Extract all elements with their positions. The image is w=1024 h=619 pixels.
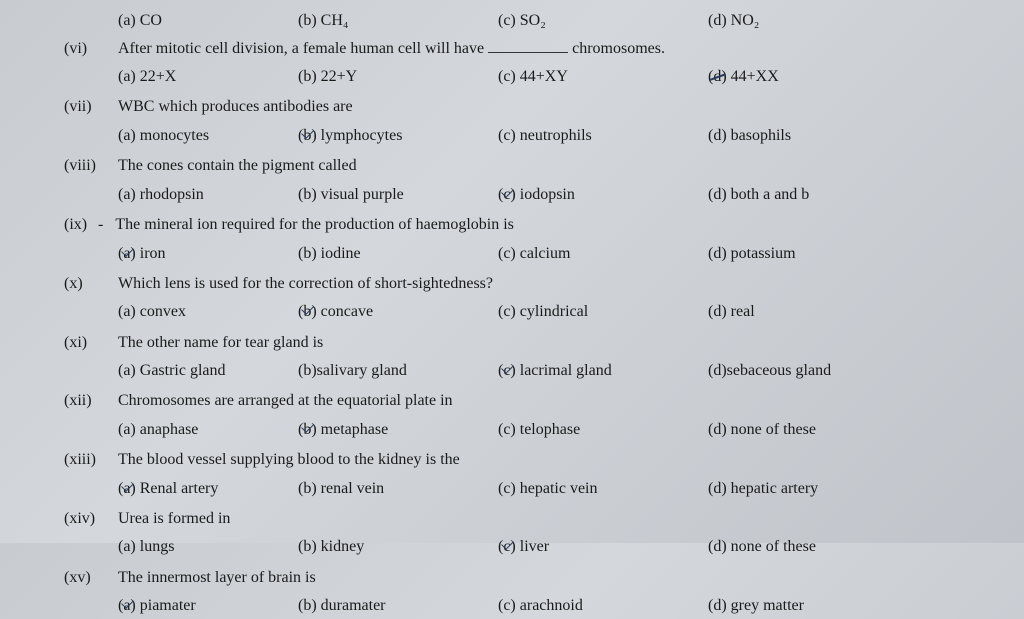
question-text: - The mineral ion required for the produ… (118, 212, 1000, 238)
tick-mark: (b) metaphase (298, 421, 388, 438)
option-d: (d) both a and b (708, 181, 908, 208)
option-c: (c) hepatic vein (498, 475, 708, 502)
option-b: (b) lymphocytes (298, 122, 498, 149)
option-b: (b) duramater (298, 592, 498, 619)
partial-top-options: (a) CO (b) CH₄ (c) SO₂ (d) NO₂ (118, 8, 1000, 34)
question-row: (xii)Chromosomes are arranged at the equ… (60, 388, 1000, 414)
option-d: (d) grey matter (708, 592, 908, 619)
option-c: (c) iodopsin (498, 181, 708, 208)
tick-mark: (a) piamater (118, 597, 196, 614)
question-number: (vi) (60, 36, 118, 62)
question-number: (ix) (60, 212, 118, 238)
option-d: (d) real (708, 298, 908, 325)
options-row: (a) convex(b) concave (c) cylindrical(d) … (118, 298, 1000, 325)
partial-opt-a: (a) CO (118, 8, 298, 34)
option-d: (d)sebaceous gland (708, 357, 908, 384)
partial-opt-d: (d) NO₂ (708, 8, 908, 34)
question-row: (xiii)The blood vessel supplying blood t… (60, 447, 1000, 473)
options-row: (a) anaphase(b) metaphase (c) telophase(d… (118, 416, 1000, 443)
question-number: (x) (60, 271, 118, 297)
question-number: (xi) (60, 330, 118, 356)
option-b: (b) 22+Y (298, 63, 498, 90)
option-b: (b) renal vein (298, 475, 498, 502)
question-number: (xii) (60, 388, 118, 414)
option-c: (c) cylindrical (498, 298, 708, 325)
option-b: (b) metaphase (298, 416, 498, 443)
question-number: (viii) (60, 153, 118, 179)
option-a: (a) anaphase (118, 416, 298, 443)
question-number: (vii) (60, 94, 118, 120)
question-text: Chromosomes are arranged at the equatori… (118, 388, 1000, 414)
tick-mark: (c) iodopsin (498, 186, 575, 203)
question-text: WBC which produces antibodies are (118, 94, 1000, 120)
question-row: (xiv)Urea is formed in (60, 506, 1000, 532)
options-row: (a) piamater (b) duramater(c) arachnoid(d… (118, 592, 1000, 619)
option-a: (a) Renal artery (118, 475, 298, 502)
option-c: (c) telophase (498, 416, 708, 443)
tick-mark: (c) lacrimal gland (498, 362, 612, 379)
option-d: (d) basophils (708, 122, 908, 149)
option-d: (d) none of these (708, 416, 908, 443)
option-c: (c) calcium (498, 240, 708, 267)
option-c: (c) lacrimal gland (498, 357, 708, 384)
option-a: (a) lungs (118, 533, 298, 560)
question-text: The cones contain the pigment called (118, 153, 1000, 179)
option-a: (a) 22+X (118, 63, 298, 90)
question-number: (xiv) (60, 506, 118, 532)
options-row: (a) monocytes(b) lymphocytes (c) neutroph… (118, 122, 1000, 149)
question-text: The innermost layer of brain is (118, 565, 1000, 591)
option-b: (b) kidney (298, 533, 498, 560)
option-c: (c) 44+XY (498, 63, 708, 90)
options-row: (a) iron (b) iodine(c) calcium(d) potassi… (118, 240, 1000, 267)
option-c: (c) neutrophils (498, 122, 708, 149)
partial-opt-b: (b) CH₄ (298, 8, 498, 34)
option-b: (b) concave (298, 298, 498, 325)
option-d: (d) hepatic artery (708, 475, 908, 502)
option-a: (a) convex (118, 298, 298, 325)
question-text: Urea is formed in (118, 506, 1000, 532)
tick-mark: (c) liver (498, 538, 549, 555)
question-row: (xi)The other name for tear gland is (60, 330, 1000, 356)
tick-mark: (a) Renal artery (118, 480, 218, 497)
options-row: (a) 22+X(b) 22+Y(c) 44+XY(d) 44+XX (118, 63, 1000, 90)
question-text: The blood vessel supplying blood to the … (118, 447, 1000, 473)
option-c: (c) liver (498, 533, 708, 560)
option-a: (a) monocytes (118, 122, 298, 149)
blank-line (488, 52, 568, 53)
question-text: Which lens is used for the correction of… (118, 271, 1000, 297)
option-b: (b) visual purple (298, 181, 498, 208)
option-d: (d) none of these (708, 533, 908, 560)
option-d: (d) potassium (708, 240, 908, 267)
question-row: (vii)WBC which produces antibodies are (60, 94, 1000, 120)
question-number: (xv) (60, 565, 118, 591)
option-b: (b) iodine (298, 240, 498, 267)
question-row: (vi)After mitotic cell division, a femal… (60, 36, 1000, 62)
option-c: (c) arachnoid (498, 592, 708, 619)
question-row: (x)Which lens is used for the correction… (60, 271, 1000, 297)
options-row: (a) Renal artery (b) renal vein(c) hepati… (118, 475, 1000, 502)
tick-mark: (b) concave (298, 303, 373, 320)
partial-opt-c: (c) SO₂ (498, 8, 708, 34)
option-b: (b)salivary gland (298, 357, 498, 384)
options-row: (a) lungs(b) kidney(c) liver (d) none of … (118, 533, 1000, 560)
question-text: After mitotic cell division, a female hu… (118, 36, 1000, 62)
options-row: (a) Gastric gland(b)salivary gland(c) la… (118, 357, 1000, 384)
question-number: (xiii) (60, 447, 118, 473)
question-text: The other name for tear gland is (118, 330, 1000, 356)
questions-container: (vi)After mitotic cell division, a femal… (60, 36, 1000, 619)
option-a: (a) Gastric gland (118, 357, 298, 384)
option-a: (a) rhodopsin (118, 181, 298, 208)
option-a: (a) iron (118, 240, 298, 267)
question-row: (xv)The innermost layer of brain is (60, 565, 1000, 591)
option-a: (a) piamater (118, 592, 298, 619)
question-row: (viii)The cones contain the pigment call… (60, 153, 1000, 179)
option-d: (d) 44+XX (708, 63, 908, 90)
tick-mark: (a) iron (118, 245, 166, 262)
options-row: (a) rhodopsin(b) visual purple(c) iodops… (118, 181, 1000, 208)
question-row: (ix)- The mineral ion required for the p… (60, 212, 1000, 238)
strike-mark: (d) 44+XX (708, 68, 779, 85)
tick-mark: (b) lymphocytes (298, 127, 402, 144)
